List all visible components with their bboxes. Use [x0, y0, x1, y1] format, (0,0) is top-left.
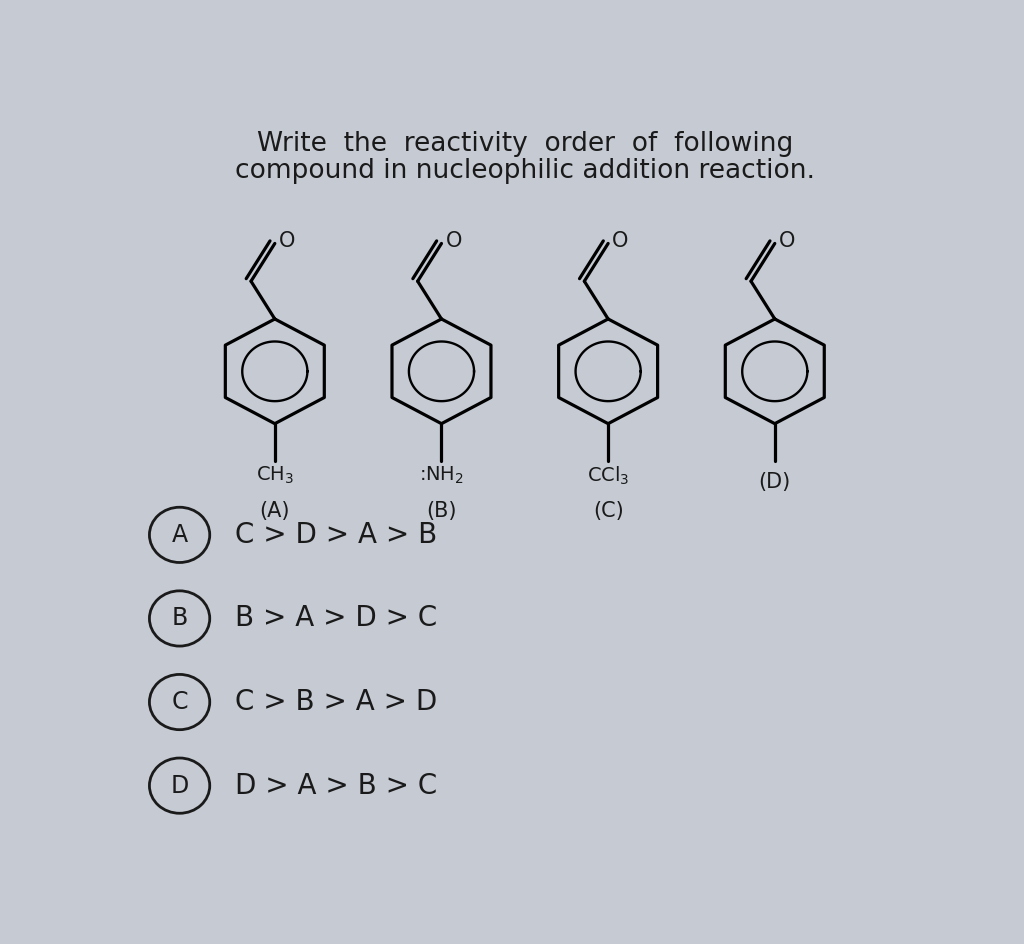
Text: (B): (B) [426, 500, 457, 521]
Text: B > A > D > C: B > A > D > C [236, 604, 437, 632]
Text: (D): (D) [759, 472, 791, 492]
Text: C: C [171, 690, 187, 714]
Text: B: B [171, 606, 187, 631]
Text: :NH$_2$: :NH$_2$ [419, 465, 464, 486]
Text: A: A [172, 523, 187, 547]
Text: CCl$_3$: CCl$_3$ [587, 465, 630, 487]
Text: O: O [778, 231, 795, 251]
Text: O: O [279, 231, 295, 251]
Text: D > A > B > C: D > A > B > C [236, 771, 437, 800]
Text: D: D [170, 774, 188, 798]
Text: O: O [612, 231, 629, 251]
Text: (A): (A) [259, 500, 290, 521]
Text: C > D > A > B: C > D > A > B [236, 521, 437, 548]
Text: C > B > A > D: C > B > A > D [236, 688, 437, 716]
Text: O: O [445, 231, 462, 251]
Text: Write  the  reactivity  order  of  following: Write the reactivity order of following [257, 131, 793, 158]
Text: (C): (C) [593, 500, 624, 521]
Text: compound in nucleophilic addition reaction.: compound in nucleophilic addition reacti… [234, 159, 815, 184]
Text: CH$_3$: CH$_3$ [256, 465, 294, 486]
